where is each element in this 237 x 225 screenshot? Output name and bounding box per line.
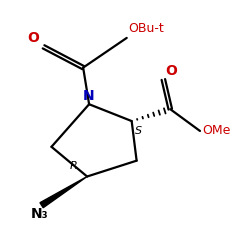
Text: O: O: [28, 31, 40, 45]
Text: OMe: OMe: [202, 124, 230, 137]
Text: N: N: [82, 89, 94, 103]
Polygon shape: [40, 176, 87, 208]
Text: OBu-t: OBu-t: [129, 22, 164, 35]
Text: N₃: N₃: [31, 207, 48, 221]
Text: O: O: [165, 63, 177, 77]
Text: S: S: [135, 126, 142, 136]
Text: R: R: [69, 161, 77, 171]
